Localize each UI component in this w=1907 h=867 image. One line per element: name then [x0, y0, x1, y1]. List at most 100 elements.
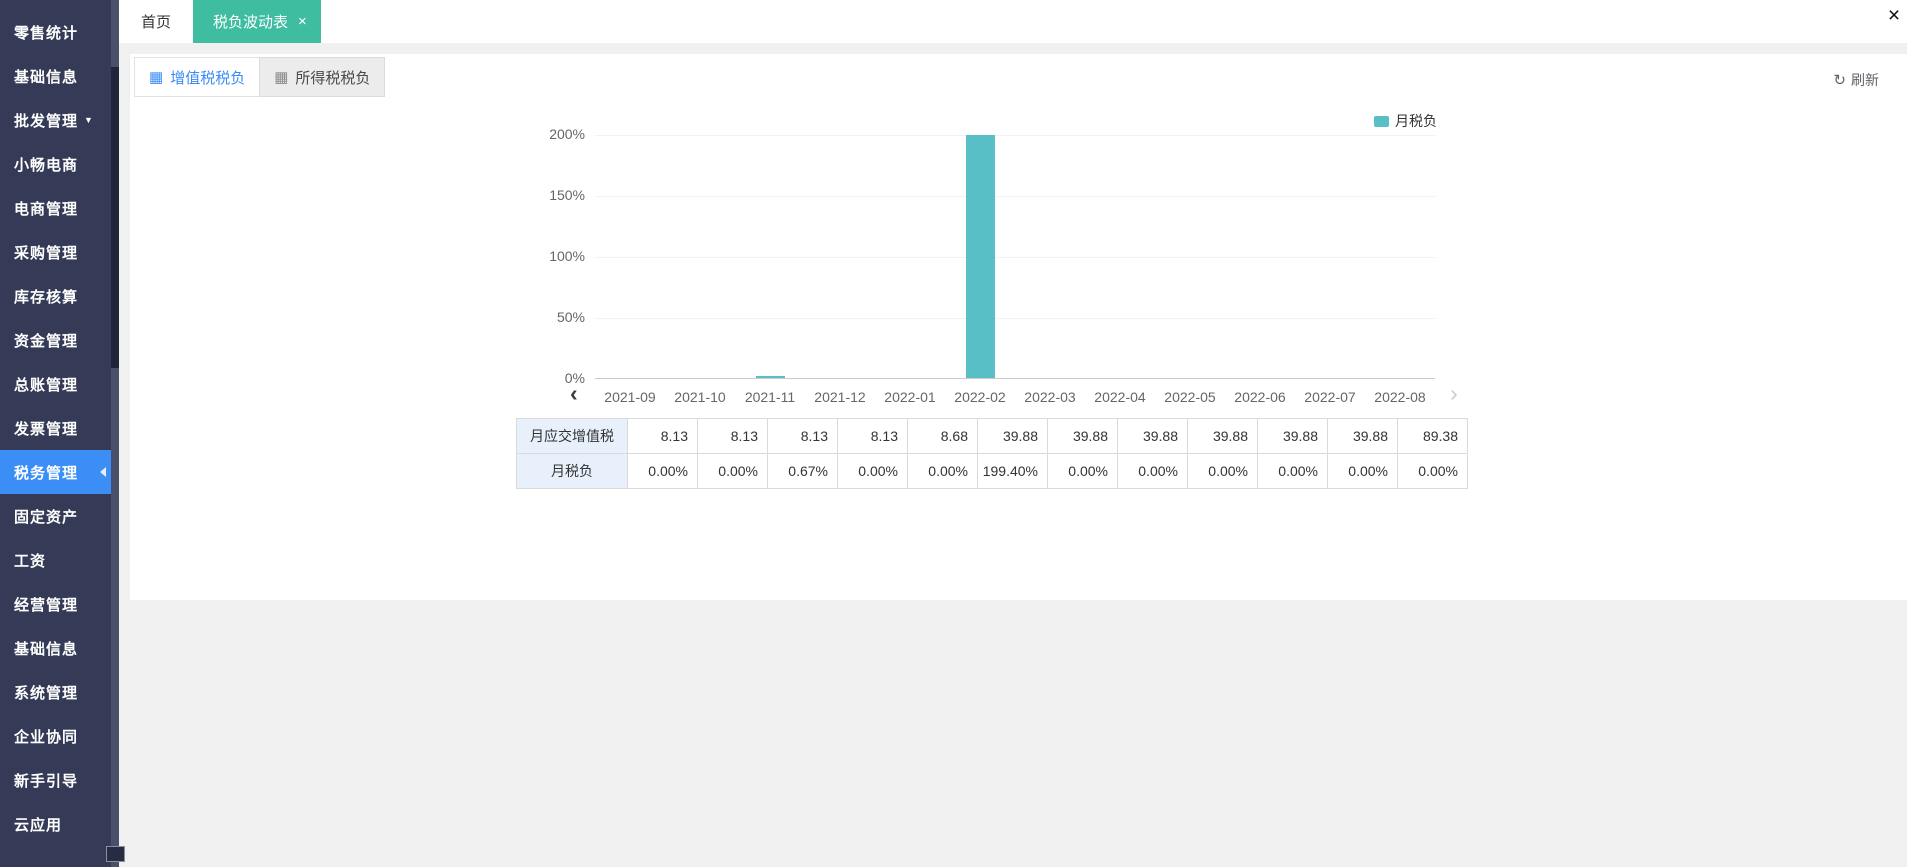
sidebar-item-label: 电商管理 [14, 200, 79, 218]
subtab-vat[interactable]: ▦ 增值税税负 [134, 57, 261, 97]
y-axis-label: 50% [556, 309, 585, 325]
active-item-arrow-icon [100, 467, 106, 477]
sidebar-item-15[interactable]: 系统管理 [0, 670, 111, 714]
grid-icon: ▦ [274, 69, 289, 86]
legend-swatch [1374, 115, 1389, 127]
tab-tax-fluctuation[interactable]: 税负波动表 × [193, 0, 321, 43]
sidebar-menu: 零售统计 基础信息 批发管理 ▼ 小畅电商 电商管理 采购管理 库存核算 资金管理 总账管理 发票管… [0, 0, 119, 846]
table-cell: 0.00% [1187, 453, 1258, 489]
chart-bar-2021-11 [755, 376, 785, 378]
sidebar-item-3[interactable]: 小畅电商 [0, 142, 111, 186]
table-row-0: 月应交增值税 8.13 8.13 8.13 8.13 8.68 39.88 39.88 39.8… [516, 418, 1468, 454]
table-row-label: 月应交增值税 [516, 418, 628, 454]
sidebar-item-16[interactable]: 企业协同 [0, 714, 111, 758]
sidebar-item-18[interactable]: 云应用 [0, 802, 111, 846]
table-cell: 0.67% [767, 453, 838, 489]
sidebar-item-label: 云应用 [14, 816, 63, 834]
sidebar-item-17[interactable]: 新手引导 [0, 758, 111, 802]
sidebar-item-label: 工资 [14, 552, 47, 570]
x-axis-label: 2021-10 [674, 389, 726, 405]
table-cell: 39.88 [1257, 418, 1328, 454]
table-cell: 39.88 [1117, 418, 1188, 454]
x-axis-label: 2022-01 [884, 389, 936, 405]
sidebar-item-label: 总账管理 [14, 376, 79, 394]
content: ▦ 增值税税负 ▦ 所得税税负 ↻ 刷新 月税负 [119, 43, 1907, 867]
table-cell: 89.38 [1397, 418, 1468, 454]
table-cell: 39.88 [1187, 418, 1258, 454]
sidebar-item-label: 税务管理 [14, 464, 79, 482]
y-axis-label: 150% [549, 187, 585, 203]
sidebar-bottom-button[interactable] [106, 846, 125, 862]
table-cell: 0.00% [837, 453, 908, 489]
sidebar-item-13[interactable]: 经营管理 [0, 582, 111, 626]
sidebar-item-label: 新手引导 [14, 772, 79, 790]
subtab-income-label: 所得税税负 [295, 69, 371, 87]
x-axis-label: 2021-11 [744, 389, 796, 405]
window-close-icon[interactable]: × [1887, 4, 1901, 27]
grid-icon: ▦ [149, 69, 164, 86]
x-axis-label: 2022-07 [1304, 389, 1356, 405]
tab-close-icon[interactable]: × [298, 13, 307, 30]
sidebar-item-14[interactable]: 基础信息 [0, 626, 111, 670]
refresh-icon: ↻ [1833, 72, 1846, 89]
sidebar-item-11[interactable]: 固定资产 [0, 494, 111, 538]
table-cell: 0.00% [697, 453, 768, 489]
sidebar-item-1[interactable]: 基础信息 [0, 54, 111, 98]
legend-label: 月税负 [1395, 113, 1437, 129]
sidebar-item-0[interactable]: 零售统计 [0, 10, 111, 54]
gridline [595, 196, 1435, 197]
sidebar-item-4[interactable]: 电商管理 [0, 186, 111, 230]
x-axis-label: 2022-02 [954, 389, 1006, 405]
sidebar-item-label: 发票管理 [14, 420, 79, 438]
sidebar-item-12[interactable]: 工资 [0, 538, 111, 582]
sidebar-item-label: 小畅电商 [14, 156, 79, 174]
legend-item[interactable]: 月税负 [1374, 111, 1437, 131]
chart-next-icon[interactable]: › [1450, 380, 1458, 406]
table-cell: 0.00% [1397, 453, 1468, 489]
caret-down-icon: ▼ [84, 115, 94, 125]
table-cell: 8.13 [627, 418, 698, 454]
sidebar-item-label: 经营管理 [14, 596, 79, 614]
table-cell: 0.00% [907, 453, 978, 489]
table-cell: 39.88 [1327, 418, 1398, 454]
table-cell: 0.00% [1047, 453, 1118, 489]
table-row-1: 月税负 0.00% 0.00% 0.67% 0.00% 0.00% 199.40% 0.00%… [516, 453, 1468, 489]
tab-label: 税负波动表 [213, 14, 289, 31]
sidebar-item-6[interactable]: 库存核算 [0, 274, 111, 318]
sidebar-item-9[interactable]: 发票管理 [0, 406, 111, 450]
subtab-income-tax[interactable]: ▦ 所得税税负 [259, 57, 386, 97]
tabbar: 首页 税负波动表 × × [119, 0, 1907, 43]
refresh-button[interactable]: ↻ 刷新 [1833, 70, 1879, 90]
sidebar-item-5[interactable]: 采购管理 [0, 230, 111, 274]
table-cell: 39.88 [1047, 418, 1118, 454]
x-axis-label: 2022-03 [1024, 389, 1076, 405]
subtabs: ▦ 增值税税负 ▦ 所得税税负 [134, 57, 386, 97]
subtab-vat-label: 增值税税负 [170, 69, 246, 87]
sidebar-scrollbar-track[interactable] [111, 0, 119, 867]
x-axis-label: 2022-06 [1234, 389, 1286, 405]
sidebar-scrollbar-thumb[interactable] [111, 67, 119, 368]
table-cell: 0.00% [627, 453, 698, 489]
table-cell: 39.88 [977, 418, 1048, 454]
x-axis-label: 2022-08 [1374, 389, 1426, 405]
table-cell: 8.68 [907, 418, 978, 454]
sidebar-item-7[interactable]: 资金管理 [0, 318, 111, 362]
table-cell: 0.00% [1117, 453, 1188, 489]
sidebar-item-label: 企业协同 [14, 728, 79, 746]
table-cell: 199.40% [977, 453, 1048, 489]
sidebar-item-10[interactable]: 税务管理 [0, 450, 111, 494]
tab-home[interactable]: 首页 [141, 14, 172, 31]
sidebar-item-label: 系统管理 [14, 684, 79, 702]
sidebar-item-label: 采购管理 [14, 244, 79, 262]
sidebar-item-label: 固定资产 [14, 508, 79, 526]
chart-prev-icon[interactable]: ‹ [570, 380, 578, 406]
gridline [595, 257, 1435, 258]
x-axis-label: 2021-12 [814, 389, 866, 405]
table-cell: 8.13 [837, 418, 908, 454]
data-table: 月应交增值税 8.13 8.13 8.13 8.13 8.68 39.88 39.88 39.8… [516, 418, 1468, 489]
y-axis-label: 0% [564, 370, 585, 386]
sidebar-item-label: 基础信息 [14, 640, 79, 658]
sidebar-item-2[interactable]: 批发管理 ▼ [0, 98, 111, 142]
sidebar-item-8[interactable]: 总账管理 [0, 362, 111, 406]
